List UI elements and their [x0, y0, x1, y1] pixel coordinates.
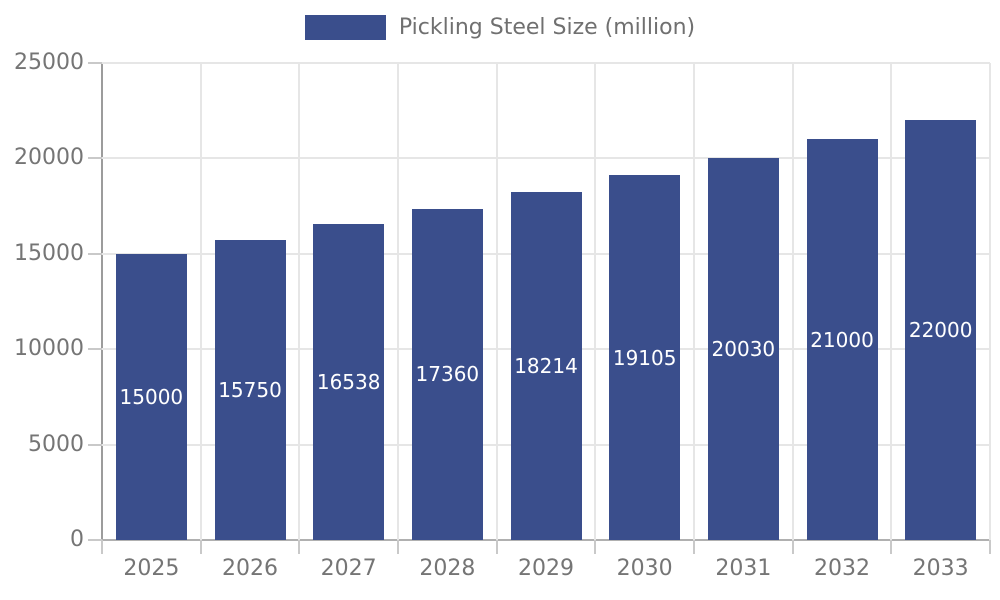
y-tick: [88, 539, 102, 541]
bar-2026: 15750: [214, 239, 286, 540]
x-tick: [495, 540, 498, 554]
bar-value-label: 15750: [218, 377, 282, 402]
bar-value-label: 21000: [810, 327, 874, 352]
bar-2031: 20030: [707, 157, 779, 540]
x-tick-label: 2025: [123, 556, 180, 581]
bar-2029: 18214: [510, 192, 582, 540]
y-tick-label: 0: [70, 527, 84, 552]
bar-2033: 22000: [905, 120, 977, 540]
x-gridline: [989, 63, 991, 540]
x-tick: [397, 540, 399, 554]
x-tick: [989, 540, 991, 554]
x-tick: [693, 540, 695, 554]
legend-label: Pickling Steel Size (million): [398, 15, 696, 40]
x-tick: [890, 540, 893, 554]
bar-value-label: 19105: [612, 345, 677, 370]
x-tick-label: 2028: [419, 556, 476, 581]
y-tick-label: 15000: [14, 240, 84, 266]
bar-2025: 15000: [115, 253, 187, 540]
x-tick-label: 2026: [221, 556, 278, 581]
bar-2030: 19105: [609, 175, 681, 540]
x-gridline: [298, 63, 301, 540]
x-gridline: [594, 63, 597, 540]
y-tick-label: 25000: [14, 50, 84, 75]
bar-value-label: 16538: [316, 370, 381, 395]
x-axis-line: [102, 539, 990, 541]
bar-value-label: 18214: [514, 354, 578, 379]
bar-value-label: 17360: [415, 362, 480, 387]
plot-area: 15000 15750 16538 17360 18214 19105 20030 21000…: [102, 62, 991, 540]
bar-2028: 17360: [411, 208, 483, 540]
x-tick-label: 2029: [517, 556, 574, 581]
bar-value-label: 15000: [119, 384, 184, 409]
x-tick-label: 2032: [813, 556, 870, 581]
y-tick-label: 5000: [28, 431, 84, 457]
y-tick: [88, 252, 102, 255]
x-tick-label: 2030: [616, 556, 673, 581]
x-gridline: [693, 63, 695, 540]
legend-swatch: [304, 15, 386, 40]
y-tick: [88, 443, 102, 446]
y-tick: [88, 348, 102, 351]
x-tick: [199, 540, 202, 554]
x-tick: [791, 540, 794, 554]
x-gridline: [791, 63, 794, 540]
y-gridline: [102, 157, 990, 160]
x-tick-label: 2033: [912, 556, 969, 581]
y-tick-label: 20000: [14, 145, 84, 171]
x-tick-label: 2031: [715, 556, 772, 581]
x-gridline: [199, 63, 202, 540]
x-gridline: [495, 63, 498, 540]
legend: Pickling Steel Size (million): [0, 15, 1000, 40]
bar-2027: 16538: [313, 224, 385, 540]
x-tick-label: 2027: [320, 556, 377, 581]
bar-value-label: 22000: [908, 318, 973, 343]
x-gridline: [397, 63, 399, 540]
x-tick: [298, 540, 301, 554]
bar-value-label: 20030: [711, 336, 776, 361]
bar-2032: 21000: [806, 139, 878, 540]
y-tick: [88, 62, 102, 64]
y-gridline: [102, 62, 990, 64]
y-axis-line: [101, 63, 103, 540]
x-gridline: [890, 63, 893, 540]
x-tick: [101, 540, 103, 554]
y-tick-label: 10000: [14, 336, 84, 362]
y-tick: [88, 157, 102, 160]
x-tick: [594, 540, 597, 554]
